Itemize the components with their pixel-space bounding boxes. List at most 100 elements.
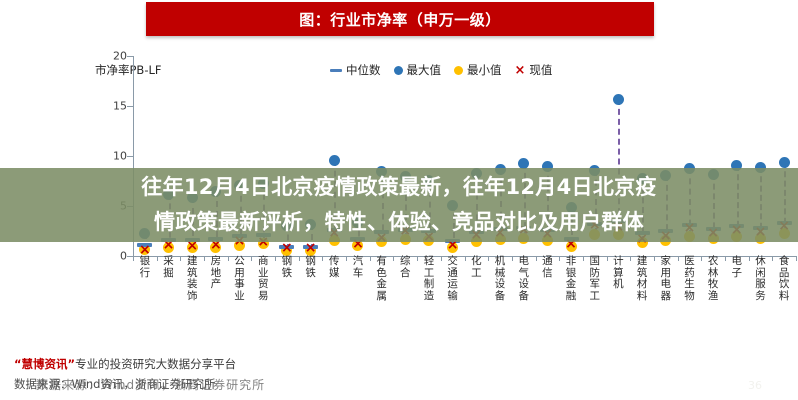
median-marker <box>303 245 319 249</box>
x-tick <box>796 256 797 261</box>
x-tick <box>724 256 726 261</box>
x-axis-label: 公用事业 <box>234 255 245 302</box>
x-axis-label: 医药生物 <box>684 255 695 302</box>
x-axis-label: 建筑材料 <box>636 255 648 302</box>
x-axis-label: 交通运输 <box>447 255 458 302</box>
line-icon <box>330 68 342 72</box>
x-axis-label: 通信 <box>542 255 553 279</box>
x-axis-label: 传媒 <box>329 255 340 279</box>
y-tick <box>127 156 133 157</box>
y-tick-label: 15 <box>113 99 127 113</box>
overlay-line-2: 情政策最新评析，特性、体验、竞品对比及用户群体 <box>154 210 644 234</box>
max-point <box>731 159 743 171</box>
legend-item-current: × 现值 <box>515 62 553 78</box>
x-axis-label: 电气设备 <box>518 255 529 302</box>
min-point <box>281 244 293 256</box>
legend-item-min: 最小值 <box>454 62 502 78</box>
x-tick <box>535 256 537 261</box>
max-point <box>778 156 790 168</box>
current-point: × <box>304 240 317 256</box>
x-tick <box>582 256 584 261</box>
page-title: 图：行业市净率（申万一级） <box>299 10 501 29</box>
x-axis-label: 轻工制造 <box>423 255 435 302</box>
legend-label: 最大值 <box>406 63 442 77</box>
max-point <box>541 160 553 172</box>
footer-tagline-text: 专业的投资研究大数据分享平台 <box>75 357 237 371</box>
x-tick <box>251 256 253 261</box>
x-tick <box>322 256 324 261</box>
x-tick <box>464 256 466 261</box>
max-point <box>612 93 624 105</box>
max-point <box>328 154 340 166</box>
x-axis-label: 食品饮料 <box>778 255 790 302</box>
x-axis-label: 非银金融 <box>565 255 577 302</box>
y-axis-title: 市净率PB-LF <box>95 63 162 77</box>
chart-title-bar: 图：行业市净率（申万一级） <box>146 2 654 36</box>
min-point <box>565 240 577 252</box>
min-point <box>163 241 175 253</box>
x-tick <box>748 256 750 261</box>
y-tick-label: 10 <box>113 149 127 163</box>
x-axis-label: 汽车 <box>352 255 364 279</box>
x-axis-label: 电子 <box>731 255 743 279</box>
footer-tagline: “慧博资讯”专业的投资研究大数据分享平台 <box>14 356 236 372</box>
min-point <box>139 243 151 255</box>
x-axis-label: 采掘 <box>163 255 174 279</box>
x-tick <box>346 256 348 261</box>
page-number: 36 <box>748 379 762 392</box>
watermark: 数据来源：Wind资讯，浙商证券研究所 <box>36 378 266 392</box>
x-tick <box>606 256 608 261</box>
y-tick-label: 0 <box>120 249 127 263</box>
y-tick-label: 20 <box>113 49 127 63</box>
y-tick <box>127 106 133 107</box>
x-tick <box>369 256 371 261</box>
footer: “慧博资讯”专业的投资研究大数据分享平台 数据来源：Wind资讯，浙商证券研究所… <box>0 348 798 400</box>
footer-source: 数据来源：Wind资讯，浙商证券研究所 <box>14 377 216 391</box>
chart-legend: 中位数 最大值 最小值 × 现值 <box>330 62 552 78</box>
x-tick <box>677 256 679 261</box>
x-tick <box>653 256 655 261</box>
median-marker <box>137 243 153 247</box>
x-tick <box>393 256 395 261</box>
x-axis-labels: 银行 采掘 建筑装饰 房地产 公用事业 商业贸易 钢铁 钢铁 传媒 汽车 有色金属 综合 轻工制造 交通运… <box>133 255 796 318</box>
y-tick <box>127 56 133 57</box>
x-axis-label: 农林牧渔 <box>707 255 719 302</box>
max-point <box>754 161 766 173</box>
x-tick <box>440 256 442 261</box>
circle-icon <box>393 65 403 75</box>
x-tick <box>511 256 513 261</box>
x-tick <box>630 256 632 261</box>
x-tick <box>417 256 419 261</box>
current-point: × <box>162 237 175 253</box>
range-stem <box>618 99 621 234</box>
x-axis-label: 国防军工 <box>589 255 600 302</box>
current-point: × <box>352 236 364 252</box>
x-tick <box>772 256 774 261</box>
x-tick <box>559 256 561 261</box>
x-tick <box>488 256 490 261</box>
min-point <box>210 241 222 253</box>
x-axis-label: 建筑装饰 <box>186 255 198 302</box>
legend-label: 中位数 <box>346 63 381 77</box>
footer-brand: “慧博资讯” <box>14 357 76 371</box>
current-point: × <box>257 234 270 250</box>
current-point: × <box>138 242 151 258</box>
x-axis-label: 综合 <box>400 255 411 279</box>
min-point <box>186 241 198 253</box>
x-tick <box>204 256 206 261</box>
median-marker <box>279 245 295 249</box>
legend-label: 最小值 <box>467 63 502 77</box>
x-axis-label: 家用电器 <box>660 255 672 302</box>
current-point: × <box>446 237 459 253</box>
y-tick <box>127 256 133 257</box>
current-point: × <box>186 238 199 254</box>
current-point: × <box>281 240 293 256</box>
cross-icon: × <box>514 62 526 78</box>
legend-item-median: 中位数 <box>330 62 381 78</box>
x-axis-label: 休闲服务 <box>755 255 766 302</box>
max-point <box>518 157 530 169</box>
x-tick <box>701 256 703 261</box>
current-point: × <box>565 236 577 252</box>
x-axis-label: 房地产 <box>210 255 222 290</box>
